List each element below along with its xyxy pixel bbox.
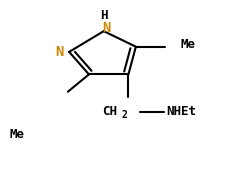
- Text: CH: CH: [103, 105, 118, 118]
- Text: N: N: [102, 21, 110, 35]
- Text: N: N: [55, 45, 63, 59]
- Text: Me: Me: [180, 38, 195, 52]
- Text: H: H: [100, 9, 107, 22]
- Text: NHEt: NHEt: [167, 105, 197, 118]
- Text: Me: Me: [10, 128, 25, 142]
- Text: 2: 2: [122, 110, 127, 120]
